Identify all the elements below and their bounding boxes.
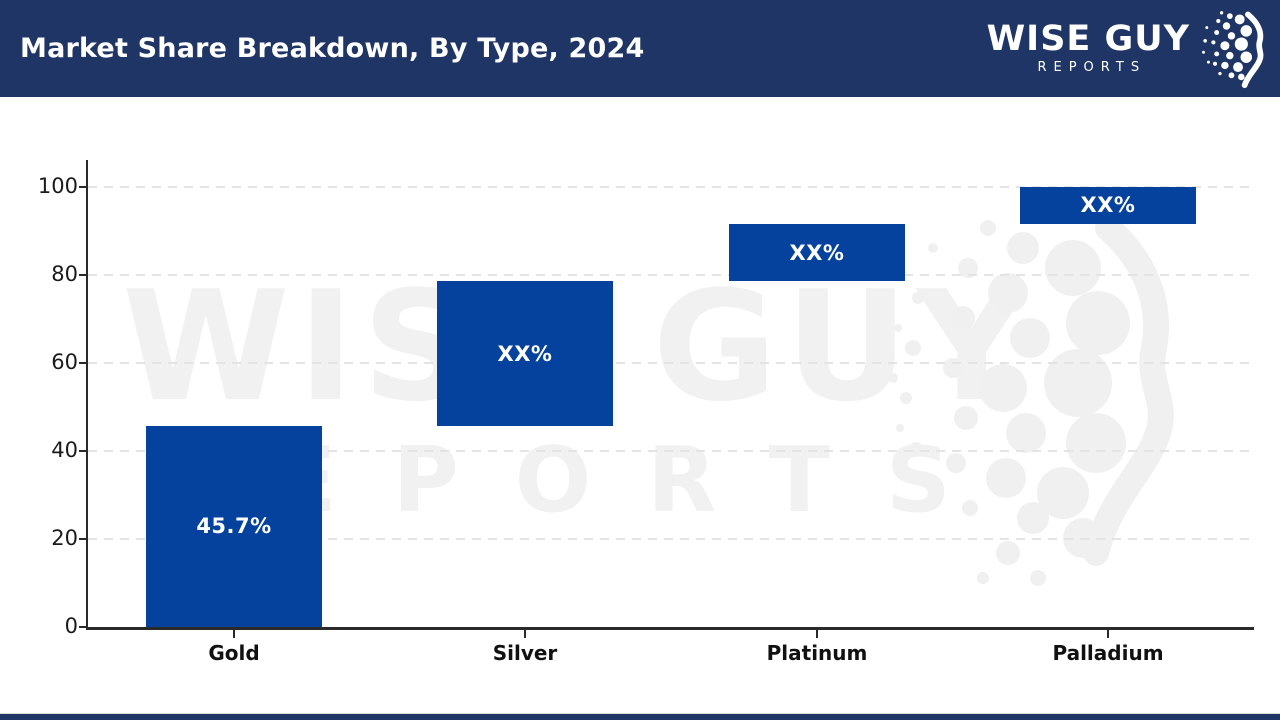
brand-name: WISE GUY	[986, 19, 1190, 59]
bar-gold: 45.7%	[146, 425, 322, 627]
header-band: Market Share Breakdown, By Type, 2024 WI…	[0, 0, 1280, 97]
y-tick-label: 100	[37, 174, 78, 198]
y-gridline	[88, 362, 1254, 364]
x-tick-mark	[816, 630, 818, 638]
bar-silver: XX%	[437, 281, 613, 426]
y-gridline	[88, 538, 1254, 540]
dotted-face-profile-icon	[1202, 10, 1264, 88]
y-axis-line	[86, 160, 88, 629]
x-tick-mark	[524, 630, 526, 638]
brand-logo: WISE GUY REPORTS	[987, 6, 1280, 92]
y-tick-mark	[79, 538, 87, 540]
bar-palladium: XX%	[1020, 187, 1196, 224]
x-category-label: Silver	[492, 641, 558, 665]
y-tick-label: 20	[51, 526, 78, 550]
watermark-face-icon	[888, 215, 1174, 586]
y-gridline	[88, 274, 1254, 276]
x-tick-mark	[233, 630, 235, 638]
y-tick-label: 40	[51, 438, 78, 462]
y-tick-mark	[79, 274, 87, 276]
y-tick-mark	[79, 186, 87, 188]
bar-platinum: XX%	[729, 223, 905, 282]
x-category-label: Platinum	[766, 641, 868, 665]
x-category-label: Palladium	[1052, 641, 1164, 665]
y-gridline	[88, 450, 1254, 452]
y-tick-label: 60	[51, 350, 78, 374]
bar-value-label: XX%	[1080, 193, 1136, 218]
y-gridline	[88, 186, 1254, 188]
chart-title: Market Share Breakdown, By Type, 2024	[20, 33, 645, 64]
x-tick-mark	[1107, 630, 1109, 638]
plot-area: 0 20 40 60 80 100 45.7% Gold XX% Silver XX% Platinu…	[0, 97, 1280, 713]
x-axis-line	[86, 627, 1254, 630]
y-tick-mark	[79, 626, 87, 628]
bar-value-label: 45.7%	[196, 514, 272, 539]
y-tick-mark	[79, 362, 87, 364]
brand-subtitle: REPORTS	[1037, 60, 1147, 75]
bar-value-label: XX%	[789, 240, 845, 265]
bar-value-label: XX%	[497, 341, 553, 366]
x-category-label: Gold	[208, 641, 260, 665]
footer-band	[0, 713, 1280, 720]
y-tick-label: 80	[51, 262, 78, 286]
y-tick-mark	[79, 450, 87, 452]
y-tick-label: 0	[64, 614, 78, 638]
brand-logo-text: WISE GUY REPORTS	[986, 19, 1190, 76]
